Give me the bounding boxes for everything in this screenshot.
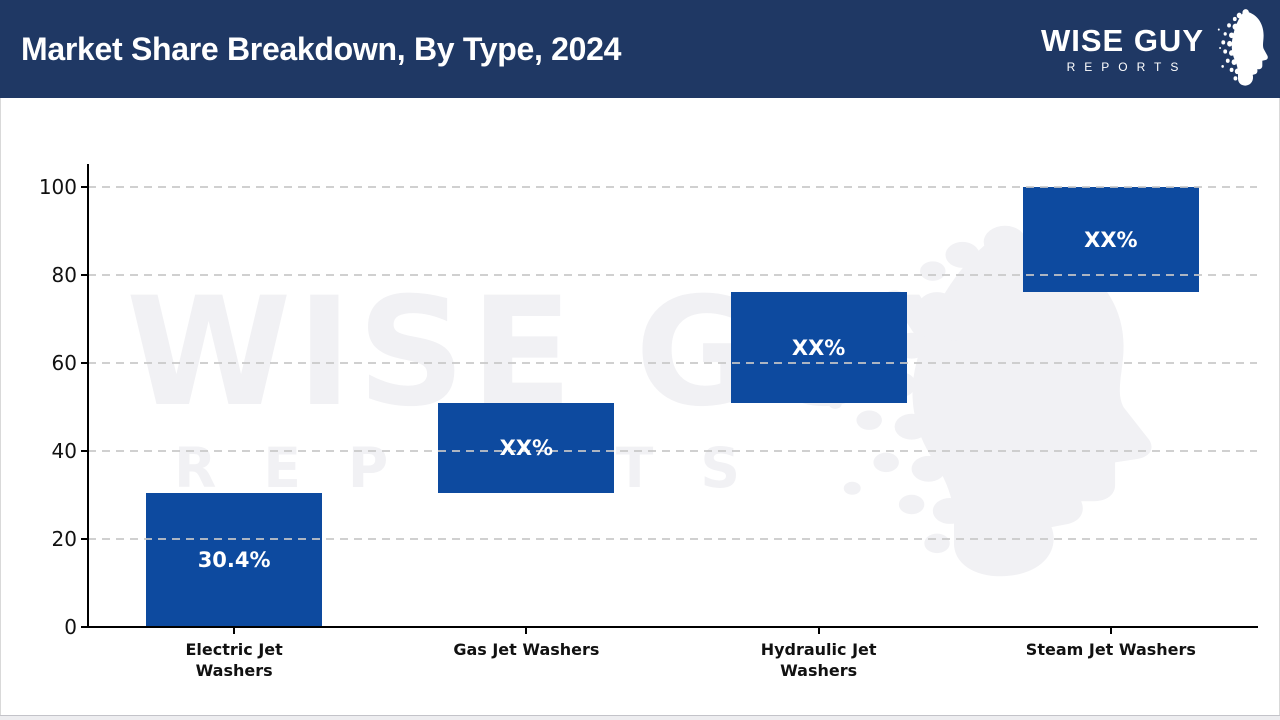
grid-line	[88, 186, 1257, 188]
grid-line	[88, 450, 1257, 452]
x-tick-label: Gas Jet Washers	[453, 640, 600, 659]
logo-head-icon	[1206, 7, 1270, 89]
y-tick-label: 40	[51, 439, 77, 463]
y-tick-mark	[81, 626, 87, 628]
bar-value-label: XX%	[791, 335, 846, 360]
bar-gas-jet-washers	[438, 403, 615, 494]
bar-value-label: XX%	[1084, 227, 1138, 252]
x-tick-mark	[817, 628, 820, 634]
brand-logo: WISE GUY REPORTS	[1041, 7, 1270, 89]
grid-line	[88, 362, 1257, 364]
page-title: Market Share Breakdown, By Type, 2024	[21, 30, 622, 67]
y-tick-mark	[81, 362, 87, 364]
y-tick-mark	[81, 274, 87, 276]
x-tick-mark	[1109, 628, 1112, 634]
logo-reports-text: REPORTS	[1066, 59, 1188, 74]
y-tick-mark	[81, 450, 87, 452]
y-tick-label: 100	[38, 175, 77, 199]
footer-strip	[0, 715, 1280, 720]
grid-line	[88, 274, 1257, 276]
y-tick-label: 80	[51, 263, 77, 287]
x-tick-label: Electric Jet Washers	[185, 640, 283, 680]
bar-value-label: 30.4%	[197, 548, 271, 573]
y-tick-mark	[81, 186, 87, 188]
header-bar: Market Share Breakdown, By Type, 2024 WI…	[0, 0, 1280, 98]
x-tick-mark	[525, 628, 528, 634]
y-tick-label: 60	[51, 351, 77, 375]
x-axis-line	[87, 626, 1258, 628]
x-tick-label: Steam Jet Washers	[1025, 640, 1196, 659]
logo-wiseguy-text: WISE GUY	[1040, 22, 1204, 58]
x-tick-mark	[233, 628, 236, 634]
bar-value-label: XX%	[499, 436, 554, 461]
bar-electric-jet-washers	[146, 493, 323, 627]
x-tick-label: Hydraulic Jet Washers	[760, 640, 877, 680]
bar-hydraulic-jet-washers	[730, 292, 907, 404]
grid-line	[88, 538, 1257, 540]
y-tick-label: 0	[64, 615, 77, 639]
y-tick-mark	[81, 538, 87, 540]
brand-logo-text: WISE GUY REPORTS	[1041, 23, 1204, 74]
y-axis-line	[87, 164, 89, 628]
y-tick-label: 20	[51, 527, 77, 551]
